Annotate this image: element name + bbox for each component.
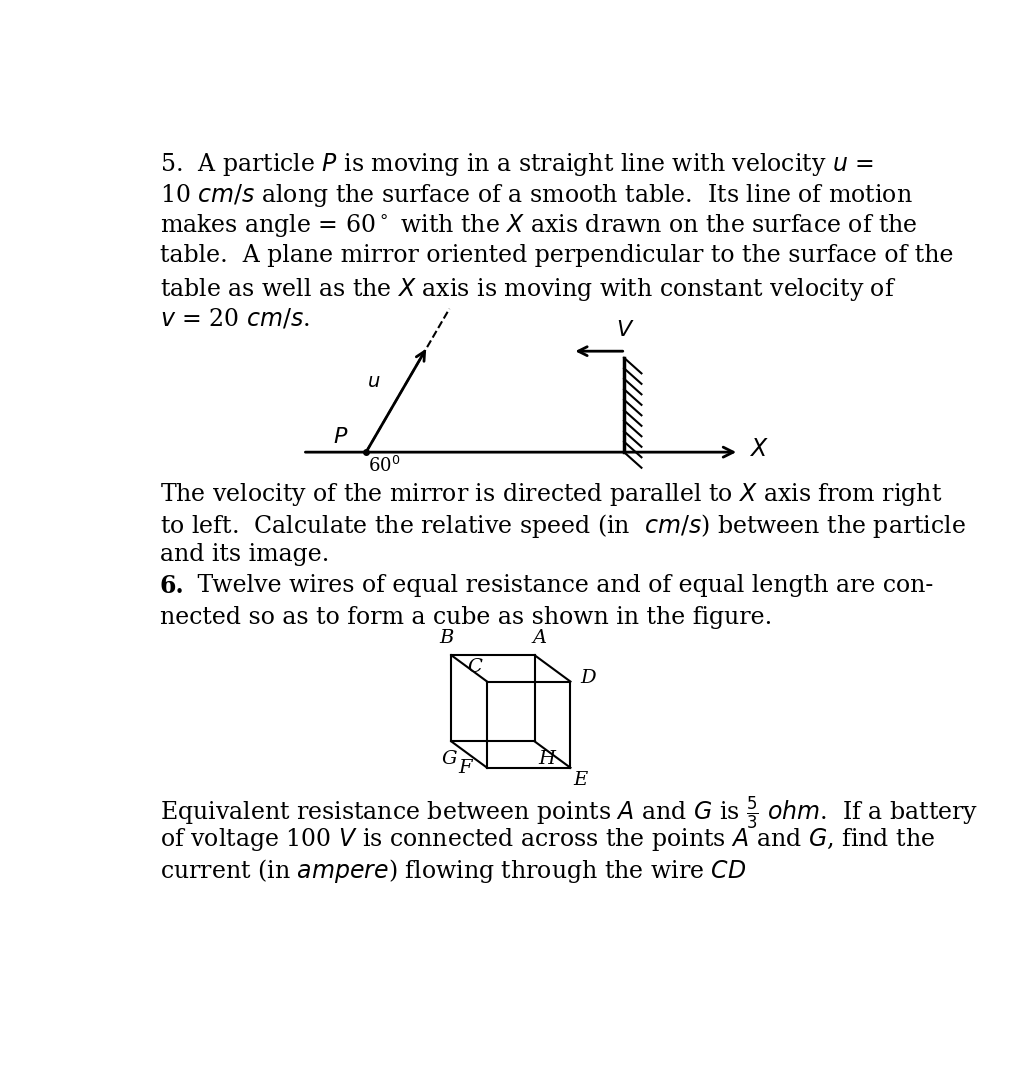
Text: table.  A plane mirror oriented perpendicular to the surface of the: table. A plane mirror oriented perpendic… [160,244,953,268]
Text: G: G [441,750,457,768]
Text: 60$^0$: 60$^0$ [369,456,400,477]
Text: to left.  Calculate the relative speed (in  $cm/s$) between the particle: to left. Calculate the relative speed (i… [160,512,966,540]
Text: $u$: $u$ [368,372,381,390]
Text: $X$: $X$ [749,438,768,462]
Text: Equivalent resistance between points $A$ and $G$ is $\frac{5}{3}$ $ohm$.  If a b: Equivalent resistance between points $A$… [160,795,978,833]
Text: current (in $ampere$) flowing through the wire $CD$: current (in $ampere$) flowing through th… [160,857,746,885]
Text: 6.: 6. [160,575,184,598]
Text: $V$: $V$ [616,320,635,341]
Text: nected so as to form a cube as shown in the figure.: nected so as to form a cube as shown in … [160,605,772,629]
Text: and its image.: and its image. [160,544,329,566]
Text: C: C [467,658,482,676]
Text: E: E [573,771,588,789]
Text: The velocity of the mirror is directed parallel to $X$ axis from right: The velocity of the mirror is directed p… [160,481,942,507]
Text: of voltage 100 $V$ is connected across the points $A$ and $G$, find the: of voltage 100 $V$ is connected across t… [160,826,935,853]
Text: table as well as the $X$ axis is moving with constant velocity of: table as well as the $X$ axis is moving … [160,276,896,303]
Text: $v$ = 20 $cm/s$.: $v$ = 20 $cm/s$. [160,307,309,330]
Text: H: H [538,750,555,768]
Text: Twelve wires of equal resistance and of equal length are con-: Twelve wires of equal resistance and of … [189,575,933,597]
Text: F: F [458,759,472,777]
Text: makes angle = 60$^\circ$ with the $X$ axis drawn on the surface of the: makes angle = 60$^\circ$ with the $X$ ax… [160,213,918,241]
Text: A: A [532,629,547,647]
Text: $P$: $P$ [333,426,348,448]
Text: B: B [439,629,454,647]
Text: D: D [581,669,596,688]
Text: 5.  A particle $P$ is moving in a straight line with velocity $u$ =: 5. A particle $P$ is moving in a straigh… [160,151,873,178]
Text: 10 $cm/s$ along the surface of a smooth table.  Its line of motion: 10 $cm/s$ along the surface of a smooth … [160,182,912,209]
